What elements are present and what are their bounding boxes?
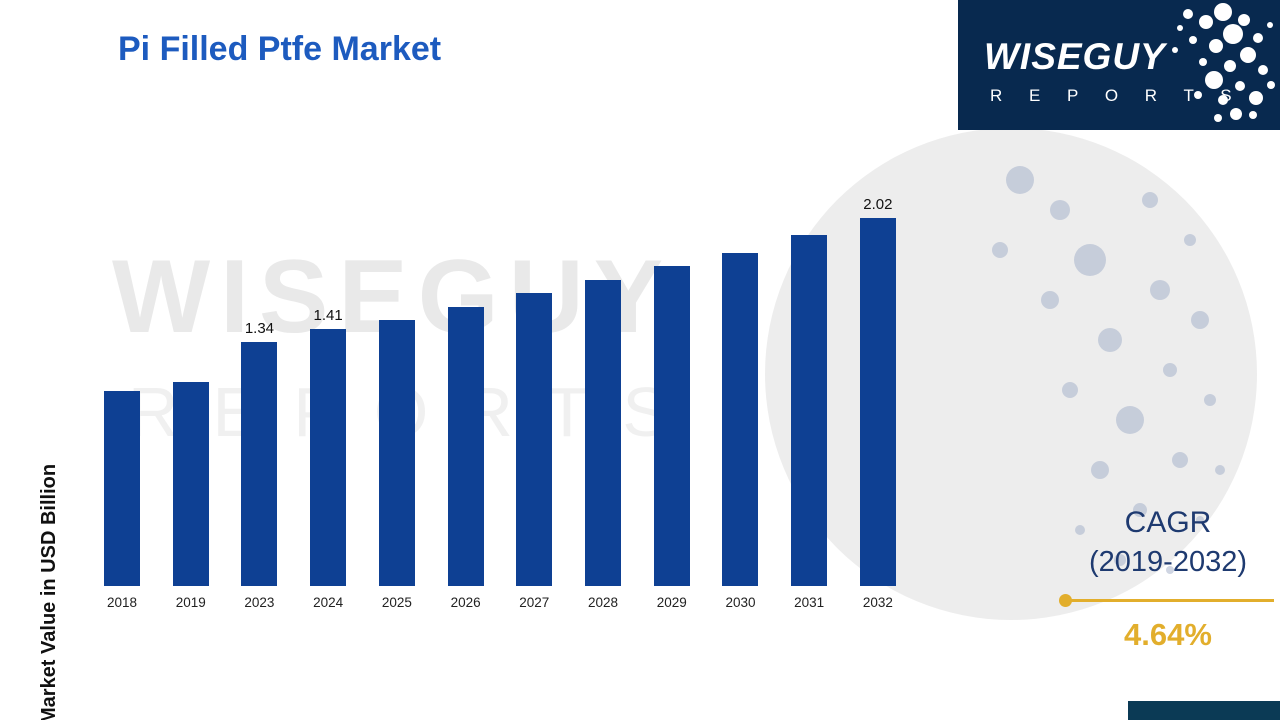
x-axis-tick-label: 2031 — [794, 595, 825, 610]
bar-value-label: 1.34 — [244, 320, 275, 337]
x-axis-tick-label: 2026 — [450, 595, 481, 610]
logo-brand-text: WISEGUY — [984, 36, 1166, 77]
bar — [722, 253, 759, 586]
bar — [653, 266, 690, 586]
x-axis-tick-label: 2027 — [519, 595, 550, 610]
corner-accent-strip — [1128, 701, 1280, 720]
x-axis-tick-label: 2024 — [313, 595, 344, 610]
cagr-block: CAGR (2019-2032) 4.64% — [1059, 506, 1274, 653]
bar — [241, 342, 278, 586]
cagr-value: 4.64% — [1124, 617, 1212, 652]
bar-group: 2019 — [169, 146, 213, 610]
bar-group: 1.41 2024 — [306, 146, 350, 610]
bar-group: 2026 — [444, 146, 488, 610]
bar-group: 2030 — [718, 146, 762, 610]
x-axis-tick-label: 2018 — [106, 595, 138, 610]
bar-group: 2031 — [787, 146, 831, 610]
bar-group: 1.34 2023 — [237, 146, 281, 610]
bar-value-label: 2.02 — [863, 196, 893, 213]
cagr-divider-dot-icon — [1059, 594, 1072, 607]
bar — [104, 391, 140, 586]
bar — [516, 293, 553, 586]
bar-chart: Market Value in USD Billion 2018 2019 1.34… — [38, 146, 900, 720]
bar-value-label: 1.41 — [313, 307, 343, 324]
x-axis-tick-label: 2030 — [725, 595, 756, 610]
cagr-period: (2019-2032) — [1089, 546, 1247, 578]
bar — [447, 307, 484, 586]
cagr-divider-line — [1059, 594, 1274, 607]
bar — [172, 382, 209, 586]
bar-group: 2029 — [650, 146, 694, 610]
bars: 2018 2019 1.34 2023 1.41 2024 2025 2026 2027 2028… — [100, 146, 900, 610]
bar-group: 2025 — [375, 146, 419, 610]
bar — [859, 218, 896, 586]
x-axis-tick-label: 2028 — [588, 595, 619, 610]
x-axis-tick-label: 2025 — [381, 595, 412, 610]
bar-group: 2018 — [100, 146, 144, 610]
x-axis-tick-label: 2029 — [656, 595, 687, 610]
logo-sub-text: R E P O R T S — [990, 86, 1243, 105]
bar — [791, 235, 828, 586]
face-dots-background-icon — [992, 166, 1225, 574]
x-axis-tick-label: 2023 — [244, 595, 275, 610]
bar-group: 2027 — [512, 146, 556, 610]
bar — [378, 320, 415, 586]
x-axis-tick-label: 2019 — [175, 595, 206, 610]
x-axis-tick-label: 2032 — [862, 595, 893, 610]
wiseguy-logo: WISEGUY R E P O R T S — [958, 0, 1280, 130]
logo-face-dots-icon — [1172, 3, 1275, 122]
bar — [310, 329, 347, 586]
bar — [585, 280, 622, 586]
bar-group: 2028 — [581, 146, 625, 610]
bar-group: 2.02 2032 — [856, 146, 900, 610]
y-axis-label: Market Value in USD Billion — [38, 463, 60, 720]
page-title: Pi Filled Ptfe Market — [118, 30, 442, 68]
cagr-label: CAGR — [1124, 506, 1212, 539]
